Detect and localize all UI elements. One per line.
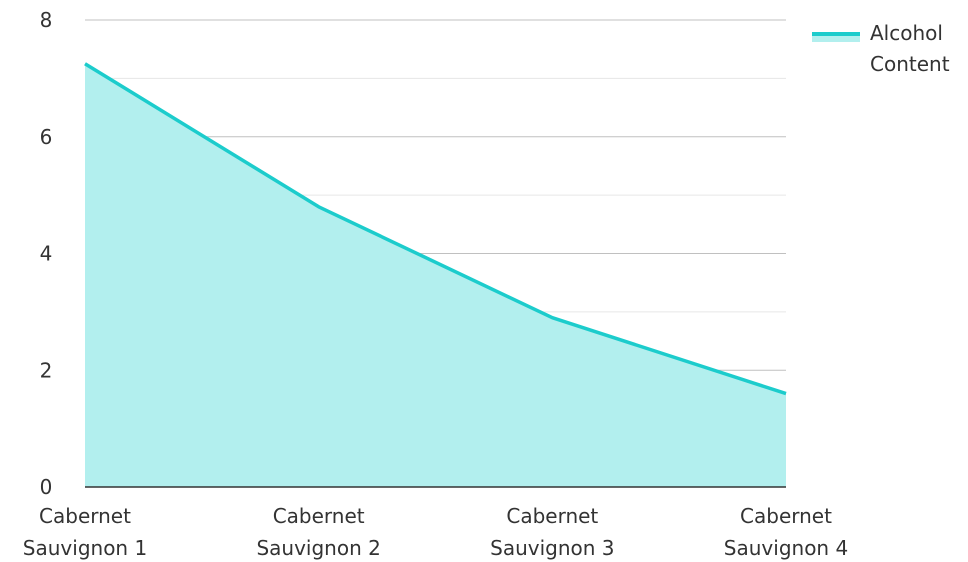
- y-tick-label: 8: [40, 8, 53, 32]
- x-tick-label: Cabernet Sauvignon 4: [724, 504, 848, 560]
- x-tick-label: Cabernet Sauvignon 3: [490, 504, 614, 560]
- area-series-layer: [84, 62, 787, 487]
- y-tick-label: 2: [40, 358, 53, 382]
- legend-label: Alcohol Content: [870, 21, 950, 76]
- y-axis-tick-labels: 0 2 4 6 8: [40, 8, 53, 499]
- legend-fill-swatch: [812, 36, 860, 42]
- x-tick-label: Cabernet Sauvignon 2: [256, 504, 380, 560]
- series-area-fill: [85, 63, 786, 487]
- legend: Alcohol Content: [812, 21, 950, 76]
- y-tick-label: 6: [40, 125, 53, 149]
- series-line: [84, 62, 787, 396]
- x-axis-tick-labels: Cabernet Sauvignon 1 Cabernet Sauvignon 2 Ca…: [23, 504, 848, 560]
- x-tick-label: Cabernet Sauvignon 1: [23, 504, 147, 560]
- y-tick-label: 0: [40, 475, 53, 499]
- y-tick-label: 4: [40, 242, 53, 266]
